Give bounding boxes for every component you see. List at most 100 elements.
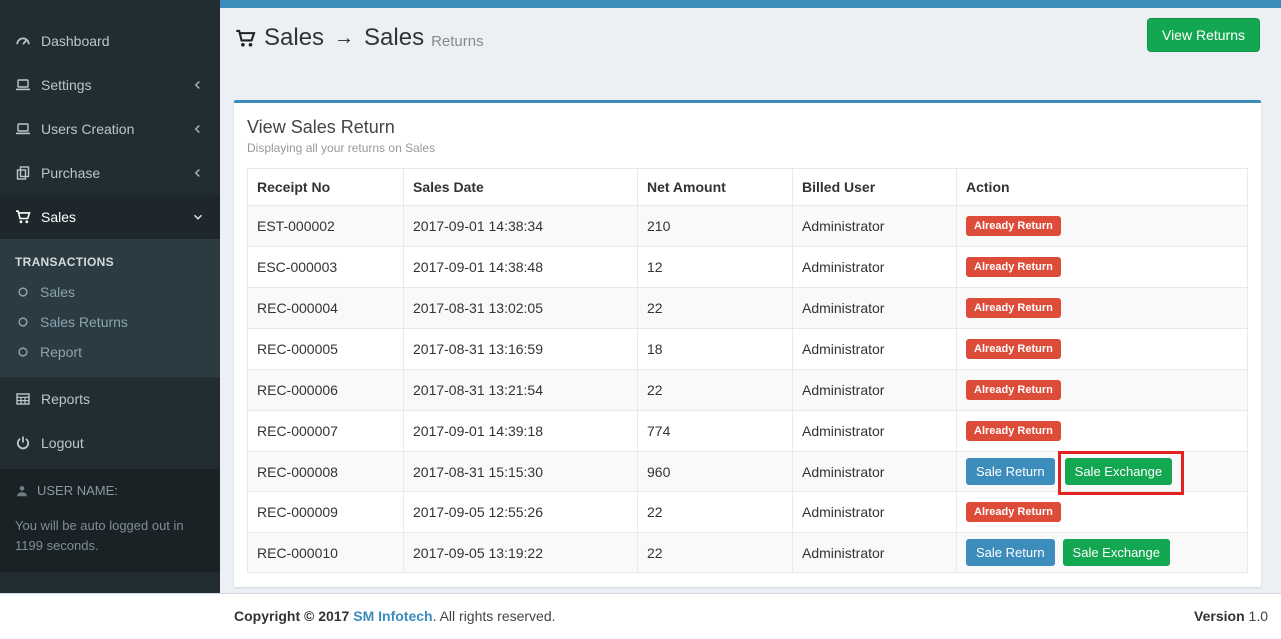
sidebar-nav: Dashboard Settings Users Creation Purcha… — [0, 0, 220, 465]
already-return-badge: Already Return — [966, 257, 1061, 277]
submenu-header: TRANSACTIONS — [15, 255, 114, 269]
sales-date-cell: 2017-09-05 13:19:22 — [403, 532, 638, 573]
copyright-suffix: . All rights reserved. — [432, 608, 556, 624]
already-return-badge: Already Return — [966, 216, 1061, 236]
net-amount-cell: 12 — [637, 246, 793, 288]
sale-exchange-button[interactable]: Sale Exchange — [1062, 539, 1170, 566]
footer: Copyright © 2017 SM Infotech. All rights… — [0, 593, 1281, 639]
net-amount-cell: 960 — [637, 451, 793, 492]
sale-return-button[interactable]: Sale Return — [966, 539, 1055, 566]
top-accent-bar — [220, 0, 1281, 8]
chevron-left-icon — [191, 166, 205, 180]
receipt-no-cell: REC-000009 — [247, 491, 404, 533]
user-icon — [15, 484, 37, 498]
sales-date-cell: 2017-09-01 14:39:18 — [403, 410, 638, 452]
receipt-no-cell: REC-000006 — [247, 369, 404, 411]
submenu-item-label: Sales — [40, 284, 76, 300]
billed-user-cell: Administrator — [792, 246, 957, 288]
sales-date-cell: 2017-08-31 13:16:59 — [403, 328, 638, 370]
annotation-highlight-box: Sale Exchange — [1057, 451, 1185, 496]
submenu-item-sales-returns[interactable]: Sales Returns — [0, 307, 220, 337]
table-row: REC-000009 2017-09-05 12:55:26 22 Admini… — [247, 491, 1248, 533]
sidebar-item-dashboard[interactable]: Dashboard — [0, 19, 220, 63]
billed-user-cell: Administrator — [792, 205, 957, 247]
view-returns-button[interactable]: View Returns — [1146, 18, 1260, 52]
sales-date-cell: 2017-08-31 15:15:30 — [403, 451, 638, 492]
already-return-badge: Already Return — [966, 339, 1061, 359]
version-value: 1.0 — [1248, 608, 1268, 624]
billed-user-cell: Administrator — [792, 451, 957, 492]
action-cell: Sale Return Sale Exchange — [956, 451, 1248, 496]
column-header-receipt-no: Receipt No — [247, 168, 404, 206]
receipt-no-cell: ESC-000003 — [247, 246, 404, 288]
action-cell: Already Return — [956, 205, 1248, 247]
table-row: REC-000006 2017-08-31 13:21:54 22 Admini… — [247, 369, 1248, 411]
net-amount-cell: 22 — [637, 287, 793, 329]
table-row: ESC-000003 2017-09-01 14:38:48 12 Admini… — [247, 246, 1248, 288]
billed-user-cell: Administrator — [792, 287, 957, 329]
action-cell: Already Return — [956, 410, 1248, 452]
panel-title: View Sales Return — [247, 117, 395, 137]
sidebar-item-settings[interactable]: Settings — [0, 63, 220, 107]
sales-returns-table: Receipt No Sales Date Net Amount Billed … — [247, 168, 1248, 573]
arrow-right-icon: → — [334, 26, 355, 49]
net-amount-cell: 210 — [637, 205, 793, 247]
billed-user-cell: Administrator — [792, 369, 957, 411]
net-amount-cell: 774 — [637, 410, 793, 452]
column-header-net-amount: Net Amount — [637, 168, 793, 206]
content-header: Sales → Sales Returns View Returns — [220, 8, 1281, 100]
copyright-text: Copyright © 2017 SM Infotech. All rights… — [234, 608, 556, 624]
cart-icon — [235, 28, 256, 49]
sidebar-item-label: Dashboard — [41, 33, 110, 49]
table-row: REC-000008 2017-08-31 15:15:30 960 Admin… — [247, 451, 1248, 496]
sidebar-item-logout[interactable]: Logout — [0, 421, 220, 465]
receipt-no-cell: EST-000002 — [247, 205, 404, 247]
sales-date-cell: 2017-08-31 13:21:54 — [403, 369, 638, 411]
sidebar-item-label: Reports — [41, 391, 91, 407]
submenu-item-report[interactable]: Report — [0, 337, 220, 367]
sidebar-item-label: Sales — [41, 209, 77, 225]
circle-icon — [16, 345, 40, 359]
table-icon — [15, 391, 41, 407]
already-return-badge: Already Return — [966, 502, 1061, 522]
table-row: EST-000002 2017-09-01 14:38:34 210 Admin… — [247, 205, 1248, 247]
sidebar-item-label: Settings — [41, 77, 92, 93]
power-icon — [15, 435, 41, 451]
billed-user-cell: Administrator — [792, 410, 957, 452]
sidebar-item-label: Users Creation — [41, 121, 135, 137]
sidebar-item-reports[interactable]: Reports — [0, 377, 220, 421]
action-cell: Already Return — [956, 287, 1248, 329]
column-header-billed-user: Billed User — [792, 168, 957, 206]
receipt-no-cell: REC-000005 — [247, 328, 404, 370]
sidebar-item-sales[interactable]: Sales — [0, 195, 220, 239]
sale-return-button[interactable]: Sale Return — [966, 458, 1055, 485]
breadcrumb-secondary: Sales — [364, 24, 425, 51]
sidebar-item-label: Logout — [41, 435, 84, 451]
sale-exchange-button[interactable]: Sale Exchange — [1064, 458, 1173, 486]
action-cell: Already Return — [956, 491, 1248, 533]
sidebar-item-users-creation[interactable]: Users Creation — [0, 107, 220, 151]
billed-user-cell: Administrator — [792, 328, 957, 370]
auto-logout-note: You will be auto logged out in 1199 seco… — [15, 518, 184, 554]
chevron-down-icon — [191, 210, 205, 224]
user-panel: USER NAME: You will be auto logged out i… — [0, 469, 220, 573]
receipt-no-cell: REC-000007 — [247, 410, 404, 452]
sales-date-cell: 2017-09-01 14:38:34 — [403, 205, 638, 247]
billed-user-cell: Administrator — [792, 491, 957, 533]
company-link[interactable]: SM Infotech — [353, 608, 433, 624]
circle-icon — [16, 285, 40, 299]
sidebar-item-purchase[interactable]: Purchase — [0, 151, 220, 195]
sales-date-cell: 2017-09-05 12:55:26 — [403, 491, 638, 533]
main-content: Sales → Sales Returns View Returns View … — [220, 0, 1281, 593]
receipt-no-cell: REC-000004 — [247, 287, 404, 329]
action-cell: Already Return — [956, 369, 1248, 411]
submenu-item-sales[interactable]: Sales — [0, 277, 220, 307]
table-row: REC-000005 2017-08-31 13:16:59 18 Admini… — [247, 328, 1248, 370]
sidebar: Dashboard Settings Users Creation Purcha… — [0, 0, 220, 593]
version-label: Version — [1194, 608, 1245, 624]
table-row: REC-000007 2017-09-01 14:39:18 774 Admin… — [247, 410, 1248, 452]
cart-icon — [15, 209, 41, 225]
breadcrumb-primary: Sales — [264, 24, 325, 51]
circle-icon — [16, 315, 40, 329]
user-name-row: USER NAME: — [15, 483, 205, 498]
